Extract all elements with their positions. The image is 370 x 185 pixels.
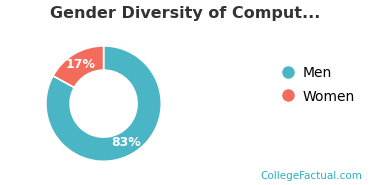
Text: CollegeFactual.com: CollegeFactual.com [261, 171, 363, 181]
Wedge shape [46, 46, 161, 161]
Legend: Men, Women: Men, Women [281, 62, 359, 108]
Wedge shape [53, 46, 104, 88]
Text: Gender Diversity of Comput...: Gender Diversity of Comput... [50, 6, 320, 21]
Text: 17%: 17% [66, 58, 96, 71]
Text: 83%: 83% [112, 136, 141, 149]
